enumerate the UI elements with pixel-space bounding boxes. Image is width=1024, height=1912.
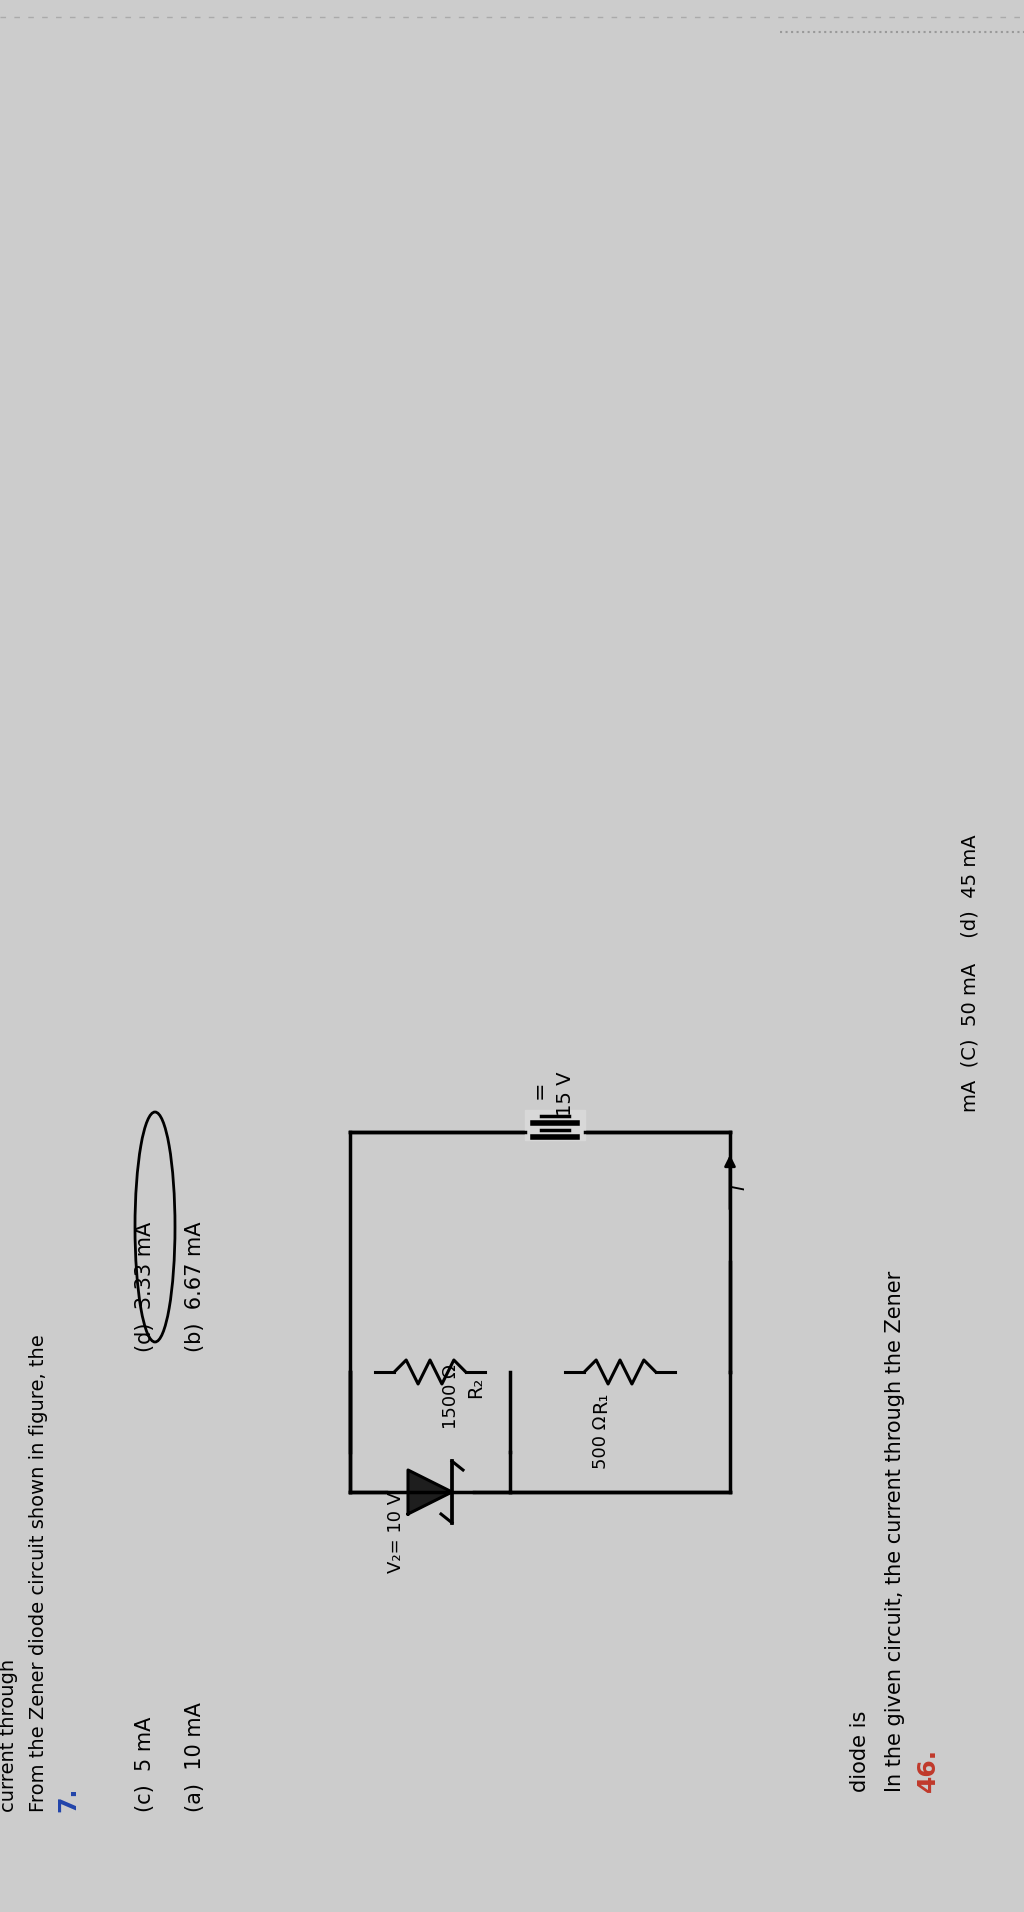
Text: R₂: R₂ (466, 1377, 485, 1398)
Text: (c)  5 mA: (c) 5 mA (135, 1717, 155, 1813)
Text: 500 Ω: 500 Ω (592, 1415, 610, 1468)
Text: R₁: R₁ (591, 1392, 610, 1413)
Text: I: I (729, 1184, 748, 1189)
Text: In the given circuit, the current through the Zener: In the given circuit, the current throug… (885, 1271, 905, 1792)
Text: mA  (C)  50 mA    (d)  45 mA: mA (C) 50 mA (d) 45 mA (961, 834, 980, 1113)
Text: 15 V: 15 V (556, 1073, 575, 1117)
Text: 46.: 46. (916, 1748, 940, 1792)
Text: V₂= 10 V: V₂= 10 V (387, 1491, 406, 1572)
Text: 7.: 7. (56, 1786, 80, 1813)
Text: diode is: diode is (850, 1711, 870, 1792)
Text: (b)  6.67 mA: (b) 6.67 mA (185, 1222, 205, 1352)
Text: =: = (530, 1080, 550, 1099)
Text: 1500 Ω: 1500 Ω (442, 1365, 460, 1430)
Text: From the Zener diode circuit shown in figure, the: From the Zener diode circuit shown in fi… (29, 1335, 48, 1813)
Text: (a)  10 mA: (a) 10 mA (185, 1702, 205, 1813)
Polygon shape (408, 1470, 452, 1514)
Text: current through: current through (0, 1660, 18, 1813)
Text: (d)  3.33 mA: (d) 3.33 mA (135, 1222, 155, 1352)
